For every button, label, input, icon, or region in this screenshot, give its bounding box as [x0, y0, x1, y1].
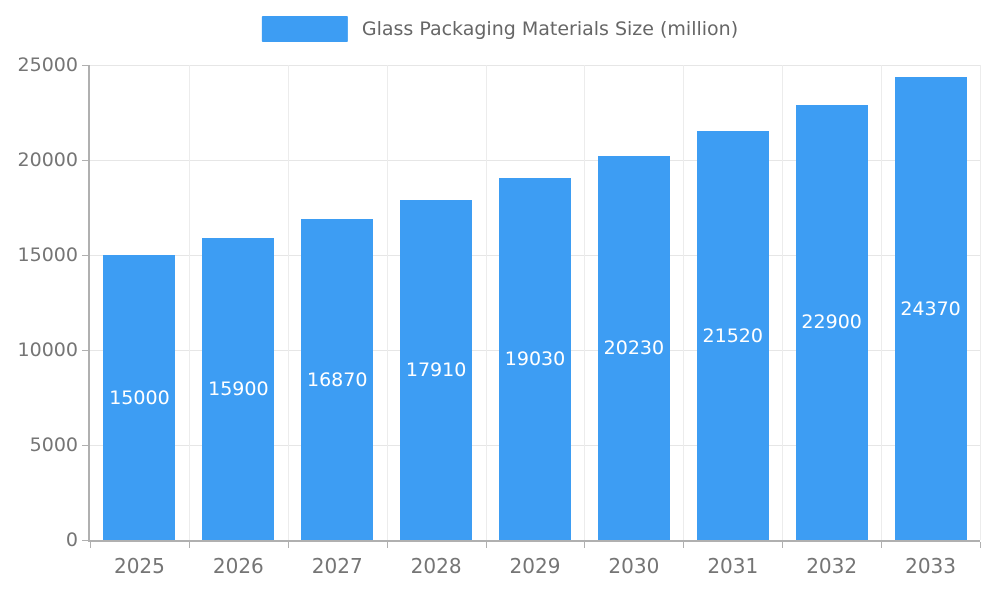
x-tick-mark: [90, 542, 91, 548]
bar: 22900: [795, 104, 868, 540]
gridline-vertical: [287, 65, 289, 540]
x-tick-mark: [584, 542, 586, 548]
x-tick-label: 2032: [806, 554, 858, 578]
x-tick-label: 2030: [608, 554, 660, 578]
x-tick-label: 2029: [509, 554, 561, 578]
x-tick-label: 2033: [905, 554, 956, 578]
y-tick-label: 10000: [17, 339, 78, 361]
bar-value-label: 15000: [109, 386, 170, 409]
gridline-vertical: [386, 65, 388, 540]
x-tick-label: 2031: [707, 554, 759, 578]
legend-label: Glass Packaging Materials Size (million): [361, 18, 739, 40]
gridline-vertical: [683, 65, 685, 540]
gridline-vertical: [881, 65, 883, 540]
y-tick-mark: [82, 255, 88, 256]
x-tick-label: 2027: [311, 554, 363, 578]
y-tick-mark: [82, 350, 88, 351]
y-tick-label: 20000: [17, 149, 78, 171]
bar-value-label: 16870: [306, 368, 368, 391]
bar: 20230: [597, 155, 670, 540]
bar-value-label: 15900: [208, 377, 269, 400]
y-tick-mark: [82, 160, 88, 161]
y-tick-mark: [82, 65, 88, 66]
x-tick-mark: [782, 542, 784, 548]
y-axis-line: [88, 65, 90, 540]
x-tick-mark: [485, 542, 487, 548]
bar: 21520: [696, 131, 769, 540]
x-tick-mark: [287, 542, 289, 548]
x-tick-mark: [683, 542, 685, 548]
bar: 16870: [301, 219, 374, 540]
gridline-vertical: [980, 65, 981, 540]
y-tick-label: 5000: [29, 434, 78, 456]
bar: 24370: [894, 76, 967, 540]
bar: 15900: [202, 237, 275, 540]
gridline-vertical: [188, 65, 190, 540]
bar-value-label: 24370: [900, 297, 961, 320]
x-tick-mark: [881, 542, 883, 548]
y-tick-mark: [82, 445, 88, 446]
bar-value-label: 22900: [801, 311, 862, 334]
x-tick-mark: [386, 542, 388, 548]
gridline-vertical: [584, 65, 586, 540]
x-tick-mark: [980, 542, 981, 548]
plot-area: 15000 15900 16870 17910 19030 20230 21520 22900…: [18, 54, 981, 578]
x-tick-mark: [188, 542, 190, 548]
bar: 15000: [103, 255, 176, 540]
y-tick-mark: [82, 540, 88, 541]
x-axis-line: [88, 540, 980, 542]
bar-value-label: 19030: [504, 348, 566, 371]
legend-swatch: [261, 16, 348, 42]
y-tick-label: 25000: [17, 54, 78, 76]
bar: 17910: [400, 199, 473, 540]
bar-value-label: 20230: [603, 336, 665, 359]
gridline-horizontal: [90, 160, 980, 161]
gridline-vertical: [485, 65, 487, 540]
gridline-horizontal: [90, 65, 980, 66]
chart-legend: Glass Packaging Materials Size (million): [261, 16, 739, 42]
gridline-vertical: [782, 65, 784, 540]
bar-value-label: 17910: [405, 358, 467, 381]
x-tick-label: 2025: [113, 554, 165, 578]
x-tick-label: 2028: [410, 554, 462, 578]
bar-value-label: 21520: [702, 324, 763, 347]
bar: 19030: [499, 178, 571, 540]
x-tick-label: 2026: [212, 554, 264, 578]
y-tick-label: 0: [65, 529, 78, 551]
y-tick-label: 15000: [17, 244, 78, 266]
